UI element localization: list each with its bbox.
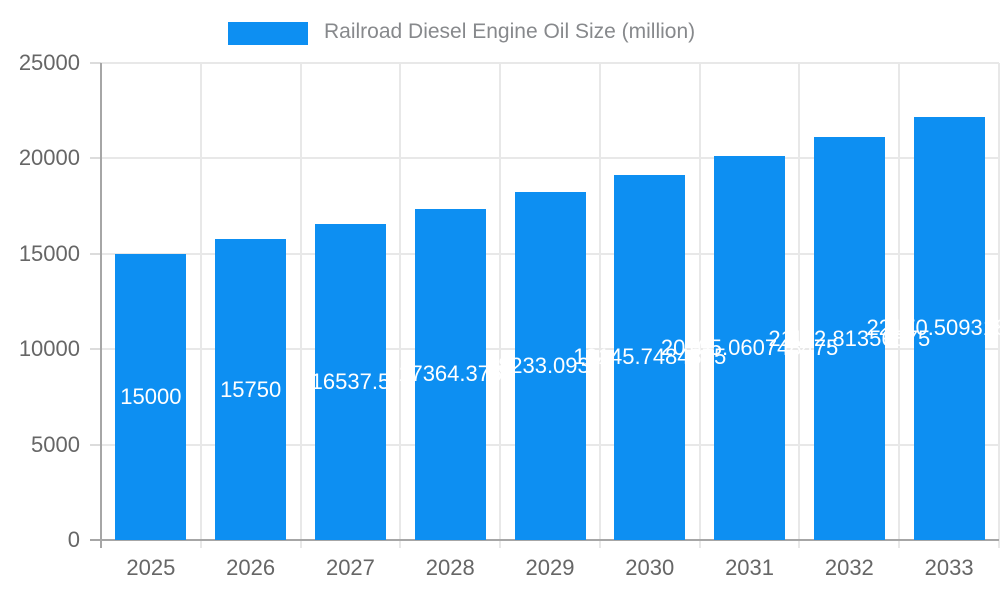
- y-axis-tick: [90, 348, 101, 351]
- x-axis-line: [90, 539, 999, 541]
- x-gridline: [199, 63, 202, 548]
- legend-label[interactable]: Railroad Diesel Engine Oil Size (million…: [324, 20, 696, 43]
- y-tick-label: 0: [67, 527, 80, 552]
- bar[interactable]: [115, 253, 187, 540]
- bar[interactable]: [215, 239, 287, 540]
- x-gridline: [299, 63, 302, 548]
- y-tick-label: 25000: [18, 50, 80, 75]
- x-gridline: [598, 63, 601, 548]
- y-tick-label: 15000: [18, 240, 80, 266]
- x-gridline: [499, 63, 502, 548]
- x-gridline: [798, 63, 801, 548]
- x-tick-label: 2027: [325, 555, 375, 580]
- x-tick-label: 2031: [725, 555, 775, 580]
- x-tick-label: 2025: [126, 555, 176, 580]
- y-tick-label: 20000: [18, 145, 80, 171]
- bar[interactable]: [714, 156, 786, 540]
- y-axis-line: [100, 63, 102, 548]
- y-axis-tick: [90, 157, 101, 160]
- x-tick-label: 2033: [924, 555, 974, 580]
- x-tick-label: 2030: [625, 555, 675, 580]
- y-axis-tick: [90, 62, 101, 64]
- x-gridline: [998, 63, 1000, 548]
- bar[interactable]: [314, 224, 386, 540]
- y-tick-label: 10000: [18, 336, 80, 362]
- x-tick-label: 2026: [226, 555, 276, 580]
- x-gridline: [698, 63, 701, 548]
- x-tick-label: 2028: [425, 555, 475, 580]
- bar[interactable]: [614, 174, 686, 540]
- y-gridline: [101, 62, 999, 64]
- legend-swatch[interactable]: [228, 22, 308, 45]
- x-gridline: [399, 63, 402, 548]
- bar[interactable]: [514, 192, 586, 540]
- x-tick-label: 2032: [824, 555, 874, 580]
- bar[interactable]: [414, 208, 486, 540]
- y-tick-label: 5000: [31, 431, 80, 457]
- bar[interactable]: [813, 137, 885, 540]
- y-axis-tick: [90, 252, 101, 255]
- y-axis-tick: [90, 443, 101, 446]
- x-gridline: [898, 63, 901, 548]
- x-tick-label: 2029: [525, 555, 575, 580]
- y-gridline: [101, 157, 999, 160]
- bar[interactable]: [913, 116, 985, 540]
